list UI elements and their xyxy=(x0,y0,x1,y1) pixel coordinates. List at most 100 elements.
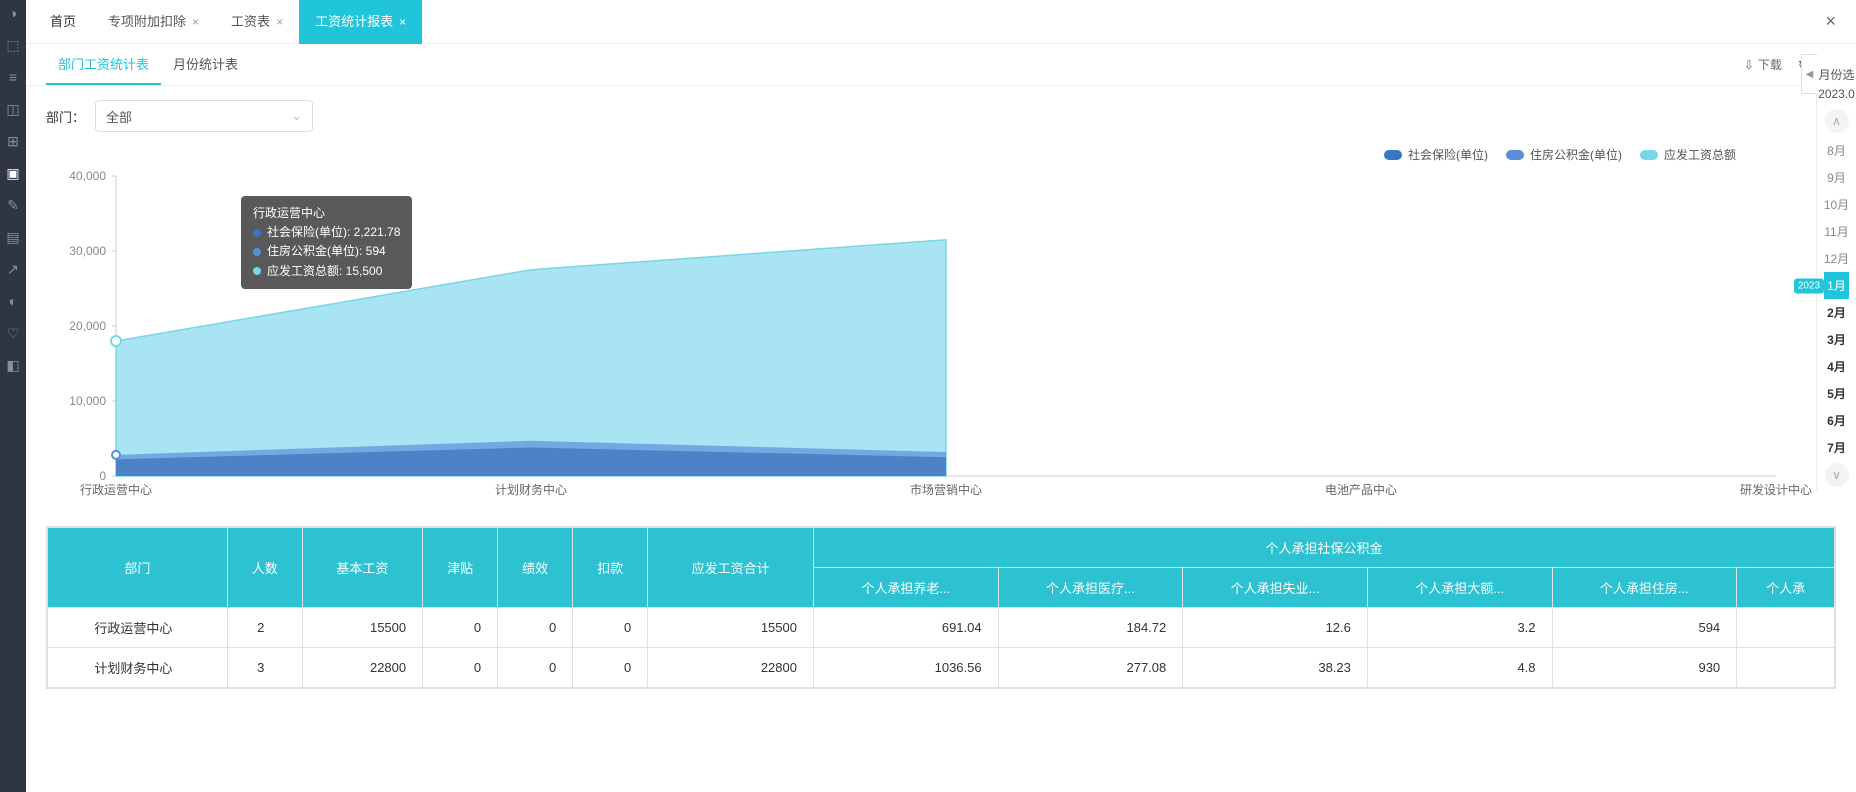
close-icon[interactable]: × xyxy=(192,0,199,44)
month-item[interactable]: 2月 xyxy=(1824,299,1849,326)
table-cell: 691.04 xyxy=(813,608,998,648)
table-cell: 22800 xyxy=(302,648,422,688)
legend-item-salary[interactable]: 应发工资总额 xyxy=(1640,146,1736,163)
nav-icon-3[interactable]: ≡ xyxy=(4,68,22,86)
legend-dot xyxy=(1506,150,1524,160)
tooltip-text: 社会保险(单位): 2,221.78 xyxy=(267,223,400,242)
legend-item-social[interactable]: 社会保险(单位) xyxy=(1384,146,1488,163)
panel-toggle-icon[interactable]: ◀ xyxy=(1801,54,1817,94)
col-header: 应发工资合计 xyxy=(648,528,814,608)
month-item[interactable]: 12月 xyxy=(1824,245,1849,272)
table-cell: 2 xyxy=(227,608,302,648)
table-cell: 0 xyxy=(498,648,573,688)
legend-label: 社会保险(单位) xyxy=(1408,146,1488,163)
filter-row: 部门： 全部 ⌄ xyxy=(26,86,1856,146)
nav-icon-2[interactable]: ⬚ xyxy=(4,36,22,54)
col-header: 个人承担养老... xyxy=(813,568,998,608)
nav-icon-6[interactable]: ▣ xyxy=(4,164,22,182)
tooltip-row: 住房公积金(单位): 594 xyxy=(253,242,400,261)
tooltip-text: 应发工资总额: 15,500 xyxy=(267,262,382,281)
nav-icon-4[interactable]: ◫ xyxy=(4,100,22,118)
table-cell: 0 xyxy=(498,608,573,648)
month-panel-title: 月份选 xyxy=(1818,62,1854,87)
nav-icon-11[interactable]: ♡ xyxy=(4,324,22,342)
col-header: 津贴 xyxy=(423,528,498,608)
nav-icon-1[interactable]: ◑ xyxy=(4,4,22,22)
chevron-down-icon: ⌄ xyxy=(291,108,302,124)
svg-text:行政运营中心: 行政运营中心 xyxy=(80,482,152,497)
tooltip-text: 住房公积金(单位): 594 xyxy=(267,242,386,261)
col-header: 个人承担医疗... xyxy=(998,568,1183,608)
nav-icon-9[interactable]: ↗ xyxy=(4,260,22,278)
table-cell: 277.08 xyxy=(998,648,1183,688)
subtab-month-stats[interactable]: 月份统计表 xyxy=(161,45,250,85)
month-item[interactable]: 9月 xyxy=(1824,164,1849,191)
month-next-icon[interactable]: ∨ xyxy=(1825,463,1849,487)
download-button[interactable]: ⇩ 下载 xyxy=(1744,56,1782,73)
tab-salary-report[interactable]: 工资统计报表 × xyxy=(299,0,422,44)
chart-container: 社会保险(单位) 住房公积金(单位) 应发工资总额 010,00020,0003… xyxy=(46,146,1836,506)
month-item[interactable]: 3月 xyxy=(1824,326,1849,353)
table-cell: 594 xyxy=(1552,608,1737,648)
table-cell: 184.72 xyxy=(998,608,1183,648)
close-icon[interactable]: × xyxy=(399,0,406,44)
nav-icon-8[interactable]: ▤ xyxy=(4,228,22,246)
month-item[interactable]: 7月 xyxy=(1824,434,1849,461)
close-icon[interactable]: × xyxy=(276,0,283,44)
subtab-dept-stats[interactable]: 部门工资统计表 xyxy=(46,45,161,85)
svg-text:市场营销中心: 市场营销中心 xyxy=(910,482,982,497)
month-item[interactable]: 8月 xyxy=(1824,137,1849,164)
table-cell: 1036.56 xyxy=(813,648,998,688)
tooltip-row: 社会保险(单位): 2,221.78 xyxy=(253,223,400,242)
col-header: 基本工资 xyxy=(302,528,422,608)
tooltip-dot xyxy=(253,267,261,275)
month-prev-icon[interactable]: ∧ xyxy=(1825,109,1849,133)
nav-icon-10[interactable]: ◐ xyxy=(4,292,22,310)
select-value: 全部 xyxy=(106,107,132,126)
month-item[interactable]: 1月2023 xyxy=(1824,272,1849,299)
dept-select[interactable]: 全部 ⌄ xyxy=(95,100,313,132)
col-header: 个人承 xyxy=(1737,568,1835,608)
table-cell: 0 xyxy=(423,648,498,688)
col-header: 个人承担大额... xyxy=(1367,568,1552,608)
page-tabs-bar: 首页 专项附加扣除 × 工资表 × 工资统计报表 × × xyxy=(26,0,1856,44)
table-cell: 3.2 xyxy=(1367,608,1552,648)
table-cell: 计划财务中心 xyxy=(48,648,228,688)
table-cell xyxy=(1737,648,1835,688)
month-item[interactable]: 4月 xyxy=(1824,353,1849,380)
table-cell: 4.8 xyxy=(1367,648,1552,688)
table-cell: 22800 xyxy=(648,648,814,688)
legend-label: 住房公积金(单位) xyxy=(1530,146,1622,163)
nav-icon-7[interactable]: ✎ xyxy=(4,196,22,214)
nav-icon-12[interactable]: ◧ xyxy=(4,356,22,374)
col-header: 绩效 xyxy=(498,528,573,608)
nav-icon-5[interactable]: ⊞ xyxy=(4,132,22,150)
col-header: 个人承担失业... xyxy=(1183,568,1368,608)
month-year-badge: 2023 xyxy=(1794,278,1824,293)
legend-item-housing[interactable]: 住房公积金(单位) xyxy=(1506,146,1622,163)
tab-salary-sheet[interactable]: 工资表 × xyxy=(215,0,299,44)
sub-tabs: 部门工资统计表 月份统计表 ⇩ 下载 ↻ 刷新 xyxy=(26,44,1856,86)
tab-special-deduction[interactable]: 专项附加扣除 × xyxy=(92,0,215,44)
table-cell: 3 xyxy=(227,648,302,688)
month-item[interactable]: 5月 xyxy=(1824,380,1849,407)
month-item[interactable]: 10月 xyxy=(1824,191,1849,218)
table-row[interactable]: 计划财务中心322800000228001036.56277.0838.234.… xyxy=(48,648,1835,688)
tooltip-dot xyxy=(253,248,261,256)
download-label: 下载 xyxy=(1758,56,1782,73)
svg-text:30,000: 30,000 xyxy=(69,244,106,258)
col-header: 部门 xyxy=(48,528,228,608)
data-table-wrap: 部门人数基本工资津贴绩效扣款应发工资合计个人承担社保公积金个人承担养老...个人… xyxy=(46,526,1836,689)
col-header: 人数 xyxy=(227,528,302,608)
svg-text:电池产品中心: 电池产品中心 xyxy=(1325,482,1397,497)
month-selector-panel: ◀ 月份选 2023.0 ∧ 8月9月10月11月12月1月20232月3月4月… xyxy=(1816,54,1856,491)
dept-filter-label: 部门： xyxy=(46,107,85,126)
table-cell xyxy=(1737,608,1835,648)
tooltip-dot xyxy=(253,229,261,237)
month-item[interactable]: 6月 xyxy=(1824,407,1849,434)
tab-home[interactable]: 首页 xyxy=(34,0,92,44)
close-all-icon[interactable]: × xyxy=(1813,11,1848,32)
month-panel-year: 2023.0 xyxy=(1818,87,1855,107)
month-item[interactable]: 11月 xyxy=(1824,218,1849,245)
table-row[interactable]: 行政运营中心21550000015500691.04184.7212.63.25… xyxy=(48,608,1835,648)
